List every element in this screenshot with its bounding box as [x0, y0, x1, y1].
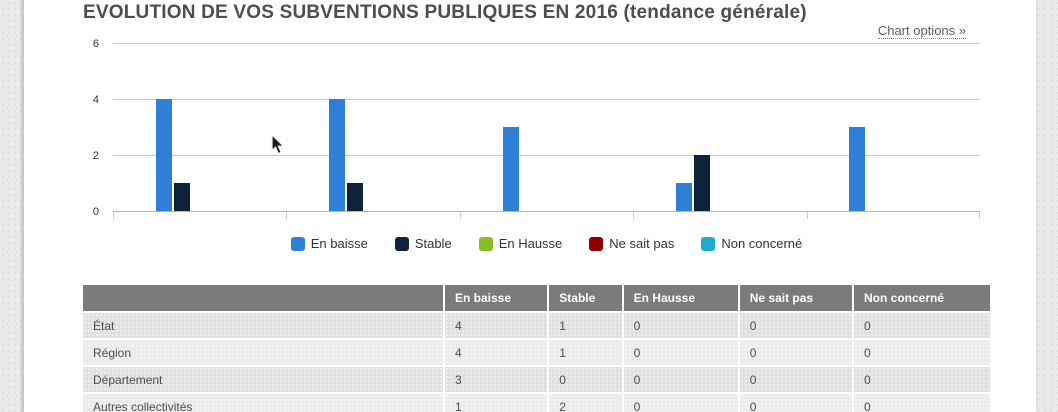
bar-en-baisse-autres-collectivite-s[interactable]: [675, 183, 692, 211]
legend-swatch-en-hausse: [478, 236, 493, 251]
table-row-de-partement: Département 3 0 0 0 0: [83, 365, 990, 393]
cell-en-baisse: 1: [443, 392, 550, 412]
row-label: Département: [83, 365, 445, 393]
bar-stable-autres-collectivite-s[interactable]: [693, 155, 710, 211]
legend-label: Stable: [414, 236, 452, 251]
x-axis-tick-1: [286, 212, 288, 219]
gridline-y0: [113, 211, 980, 212]
cell-stable: 2: [548, 392, 624, 412]
cell-en-hausse: 0: [622, 311, 740, 339]
legend-swatch-ne-sait-pas: [589, 236, 604, 251]
chart-legend: En baisse Stable En Hausse Ne sait pas Non c…: [113, 236, 980, 251]
cell-en-baisse: 3: [443, 365, 550, 393]
cell-ne-sait-pas: 0: [738, 365, 855, 393]
table-row-re-gion: Région 4 1 0 0 0: [83, 338, 990, 366]
gridline-y4: [113, 99, 980, 100]
legend-item-en-baisse[interactable]: En baisse: [290, 236, 368, 251]
legend-swatch-stable: [394, 236, 409, 251]
legend-swatch-en-baisse: [290, 236, 305, 251]
page-margin-left: [0, 0, 24, 412]
x-axis-tick-4: [806, 212, 808, 219]
cell-ne-sait-pas: 0: [738, 311, 855, 339]
legend-label: Ne sait pas: [609, 236, 675, 251]
table-header-empty: [83, 285, 445, 312]
table-row-e-tat: État 4 1 0 0 0: [83, 311, 990, 339]
chart-plot-area: [113, 43, 980, 219]
table-row-autres-collectivite-s: Autres collectivités 1 2 0 0 0: [83, 392, 990, 412]
cell-ne-sait-pas: 0: [738, 338, 855, 366]
table-header-en-hausse: En Hausse: [622, 285, 740, 312]
bar-en-baisse-4[interactable]: [849, 127, 866, 211]
legend-item-en-hausse[interactable]: En Hausse: [478, 236, 563, 251]
cell-non-concerne: 0: [853, 311, 990, 339]
bar-en-baisse-e-tat[interactable]: [155, 99, 172, 211]
mouse-cursor: [271, 134, 285, 155]
cell-en-hausse: 0: [622, 338, 740, 366]
cell-en-hausse: 0: [622, 365, 740, 393]
cell-stable: 1: [548, 338, 624, 366]
gridline-y2: [113, 155, 980, 156]
bar-stable-e-tat[interactable]: [173, 183, 190, 211]
cell-non-concerne: 0: [853, 365, 990, 393]
cell-en-baisse: 4: [443, 338, 550, 366]
legend-swatch-non-concerne: [701, 236, 716, 251]
legend-item-ne-sait-pas[interactable]: Ne sait pas: [589, 236, 674, 251]
row-label: État: [83, 311, 445, 339]
table-body: État 4 1 0 0 0 Région 4 1 0 0 0 Département 3 0 0 0 0 Autr…: [83, 311, 990, 412]
bar-stable-re-gion[interactable]: [347, 183, 364, 211]
table-header-en-baisse: En baisse: [443, 285, 550, 312]
y-axis-label-0: 0: [92, 206, 99, 218]
y-axis-label-4: 4: [92, 94, 99, 106]
data-table: En baisse Stable En Hausse Ne sait pas Non c…: [83, 285, 990, 412]
cell-stable: 1: [548, 311, 624, 339]
cell-en-baisse: 4: [443, 311, 550, 339]
bar-chart: En baisse Stable En Hausse Ne sait pas Non c…: [24, 0, 1036, 262]
cell-ne-sait-pas: 0: [738, 392, 855, 412]
legend-item-stable[interactable]: Stable: [394, 236, 452, 251]
table-header-stable: Stable: [548, 285, 624, 312]
cell-non-concerne: 0: [853, 338, 990, 366]
content: EVOLUTION DE VOS SUBVENTIONS PUBLIQUES E…: [24, 0, 1036, 412]
bar-en-baisse-de-partement[interactable]: [502, 127, 519, 211]
legend-label: En Hausse: [498, 236, 563, 251]
cell-en-hausse: 0: [622, 392, 740, 412]
table-header-row: En baisse Stable En Hausse Ne sait pas Non c…: [83, 285, 990, 312]
x-axis-tick-0: [113, 212, 114, 219]
x-axis-tick-5: [979, 212, 980, 219]
gridline-y6: [113, 43, 980, 44]
table-header-non-concerne: Non concerné: [853, 285, 990, 312]
x-axis-tick-3: [633, 212, 635, 219]
page-margin-right: [1036, 0, 1058, 412]
chart-title: EVOLUTION DE VOS SUBVENTIONS PUBLIQUES E…: [83, 2, 807, 23]
y-axis-label-2: 2: [92, 150, 99, 162]
row-label: Autres collectivités: [83, 392, 445, 412]
y-axis-label-6: 6: [92, 38, 99, 50]
legend-label: Non concerné: [721, 236, 803, 251]
row-label: Région: [83, 338, 445, 366]
legend-item-non-concerne[interactable]: Non concerné: [701, 236, 802, 251]
cell-non-concerne: 0: [853, 392, 990, 412]
cell-stable: 0: [548, 365, 624, 393]
legend-label: En baisse: [310, 236, 368, 251]
chart-options-link[interactable]: Chart options »: [877, 23, 966, 39]
table-header-ne-sait-pas: Ne sait pas: [738, 285, 855, 312]
bar-en-baisse-re-gion[interactable]: [329, 99, 346, 211]
x-axis-tick-2: [459, 212, 461, 219]
